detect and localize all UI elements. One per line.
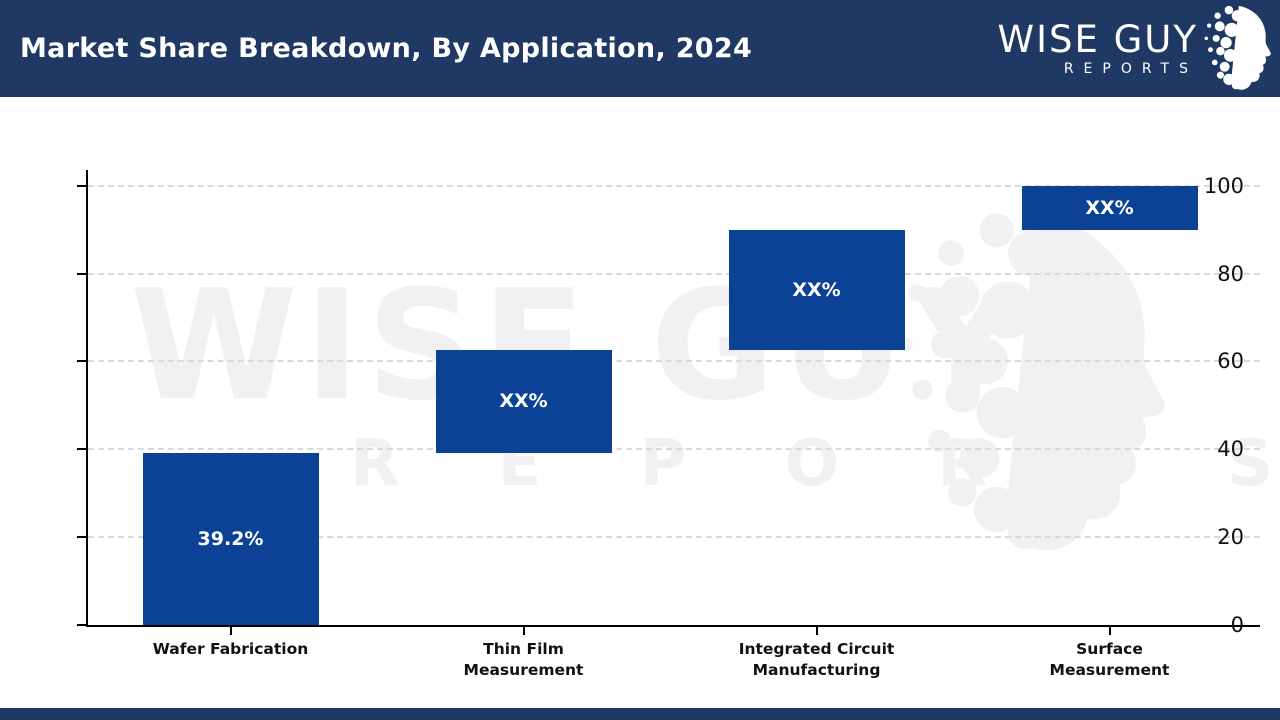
x-axis-line [86,625,1260,627]
y-tick-0 [77,624,86,626]
chart-area: WISE GUY R E P O R T S 0 20 40 60 80 100 39.2%… [0,97,1280,708]
wiseguy-logo-brand: WISE GUY [997,18,1198,61]
category-label-1: Wafer Fabrication [152,640,309,658]
x-tick-2 [522,627,525,635]
bar-4: XX% [1021,185,1198,230]
bar-value-label-1: 39.2% [197,527,264,550]
category-label-4: Surface Measurement [1049,640,1170,679]
y-tick-20 [77,536,86,539]
x-tick-3 [815,627,818,635]
category-label-3: Integrated Circuit Manufacturing [738,640,895,679]
y-tick-label-100: 100 [1203,173,1244,198]
x-tick-1 [229,627,232,635]
wiseguy-head-icon [1204,5,1271,90]
x-tick-4 [1108,627,1111,635]
gridline-y-40 [88,448,1260,451]
page-title: Market Share Breakdown, By Application, … [20,33,753,64]
bar-value-label-4: XX% [1085,196,1134,219]
y-tick-60 [77,360,86,363]
header-bar: Market Share Breakdown, By Application, … [0,0,1280,97]
wiseguy-logo: WISE GUY REPORTS [998,3,1280,95]
y-tick-label-60: 60 [1217,349,1244,374]
y-tick-40 [77,448,86,451]
footer-bar [0,708,1280,720]
wiseguy-logo-text: WISE GUY REPORTS [998,21,1198,76]
y-tick-label-80: 80 [1217,261,1244,286]
y-tick-100 [77,184,86,187]
y-tick-label-20: 20 [1217,525,1244,550]
y-axis-line [86,170,88,627]
plot-area: 0 20 40 60 80 100 39.2% Wafer Fabrication XX% Thi… [77,170,1260,679]
category-label-2: Thin Film Measurement [463,640,584,679]
gridline-y-60 [88,360,1260,363]
bar-value-label-3: XX% [792,278,841,301]
bar-3: XX% [728,229,905,351]
gridline-y-20 [88,536,1260,539]
gridline-y-80 [88,272,1260,275]
bar-1: 39.2% [142,452,319,625]
y-tick-label-0: 0 [1230,613,1244,637]
y-tick-label-40: 40 [1217,437,1244,462]
y-tick-80 [77,272,86,275]
bar-2: XX% [435,350,612,453]
wiseguy-logo-sub: REPORTS [1063,61,1198,77]
bar-value-label-2: XX% [499,390,548,413]
gridline-y-100 [88,184,1260,187]
